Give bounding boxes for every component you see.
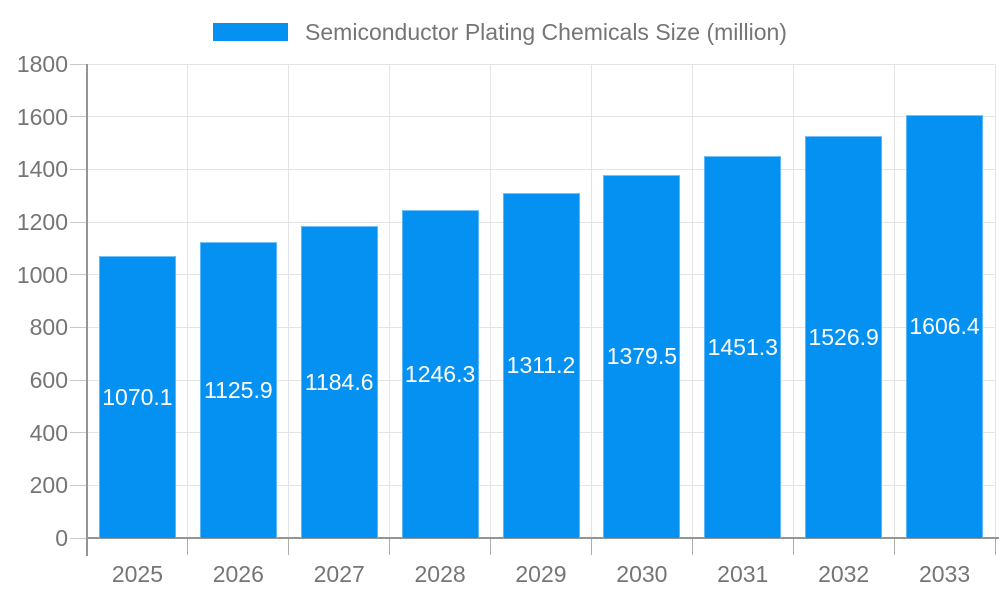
x-tick-label: 2030: [616, 561, 668, 587]
y-tick-label: 1600: [16, 103, 68, 130]
y-tick-label: 1400: [16, 156, 68, 183]
bar-2026[interactable]: [199, 241, 277, 538]
x-gridline: [288, 64, 290, 538]
x-gridline: [893, 64, 895, 538]
bar-2030[interactable]: [603, 174, 681, 538]
y-tick-label: 1200: [16, 209, 68, 235]
x-gridline: [590, 64, 592, 538]
y-gridline: [87, 63, 995, 65]
y-axis-line: [86, 64, 88, 556]
bar-2027[interactable]: [300, 226, 378, 538]
bar-2031[interactable]: [704, 155, 782, 538]
x-tick-label: 2026: [212, 561, 264, 587]
x-tick-label: 2027: [313, 561, 365, 587]
x-gridline: [691, 64, 693, 538]
x-gridline: [187, 64, 189, 538]
y-tick-label: 1000: [16, 261, 68, 288]
y-tick: [70, 379, 87, 381]
bar-2025[interactable]: [98, 256, 176, 538]
x-gridline: [490, 64, 492, 538]
x-tick-label: 2032: [818, 561, 870, 587]
legend-label: Semiconductor Plating Chemicals Size (mi…: [305, 18, 787, 45]
x-tick-label: 2033: [918, 561, 971, 587]
y-tick-label: 800: [29, 314, 68, 341]
y-gridline: [87, 168, 995, 170]
x-axis-line: [87, 537, 999, 539]
x-tick: [590, 539, 592, 555]
y-tick: [70, 432, 87, 434]
x-tick-label: 2028: [414, 561, 466, 587]
y-tick: [70, 168, 87, 170]
y-tick: [70, 221, 87, 223]
y-tick: [70, 274, 87, 276]
x-gridline: [389, 64, 391, 538]
y-tick: [70, 63, 87, 65]
x-tick-label: 2029: [515, 561, 567, 587]
x-tick: [389, 539, 391, 555]
x-tick: [792, 539, 794, 555]
bar-2029[interactable]: [502, 192, 580, 538]
y-gridline: [87, 116, 995, 118]
y-tick: [70, 326, 87, 328]
y-tick-label: 400: [29, 419, 68, 446]
chart-legend[interactable]: Semiconductor Plating Chemicals Size (mi…: [0, 14, 1000, 50]
y-tick-label: 0: [55, 525, 68, 551]
x-tick: [893, 539, 895, 555]
y-tick-label: 200: [29, 472, 68, 499]
y-tick-label: 600: [29, 367, 68, 393]
x-tick: [288, 539, 290, 555]
x-tick-label: 2031: [717, 561, 769, 587]
y-tick-label: 1800: [16, 51, 68, 77]
x-tick: [490, 539, 492, 555]
y-tick: [70, 537, 87, 539]
bar-2032[interactable]: [805, 135, 883, 538]
bar-2028[interactable]: [401, 209, 479, 538]
x-tick-label: 2025: [111, 561, 164, 587]
x-tick: [691, 539, 693, 555]
x-gridline: [994, 64, 996, 538]
bar-2033[interactable]: [906, 114, 984, 538]
y-tick: [70, 116, 87, 118]
x-gridline: [792, 64, 794, 538]
y-tick: [70, 484, 87, 486]
x-tick: [187, 539, 189, 555]
x-tick: [994, 539, 996, 555]
legend-swatch: [213, 23, 289, 41]
